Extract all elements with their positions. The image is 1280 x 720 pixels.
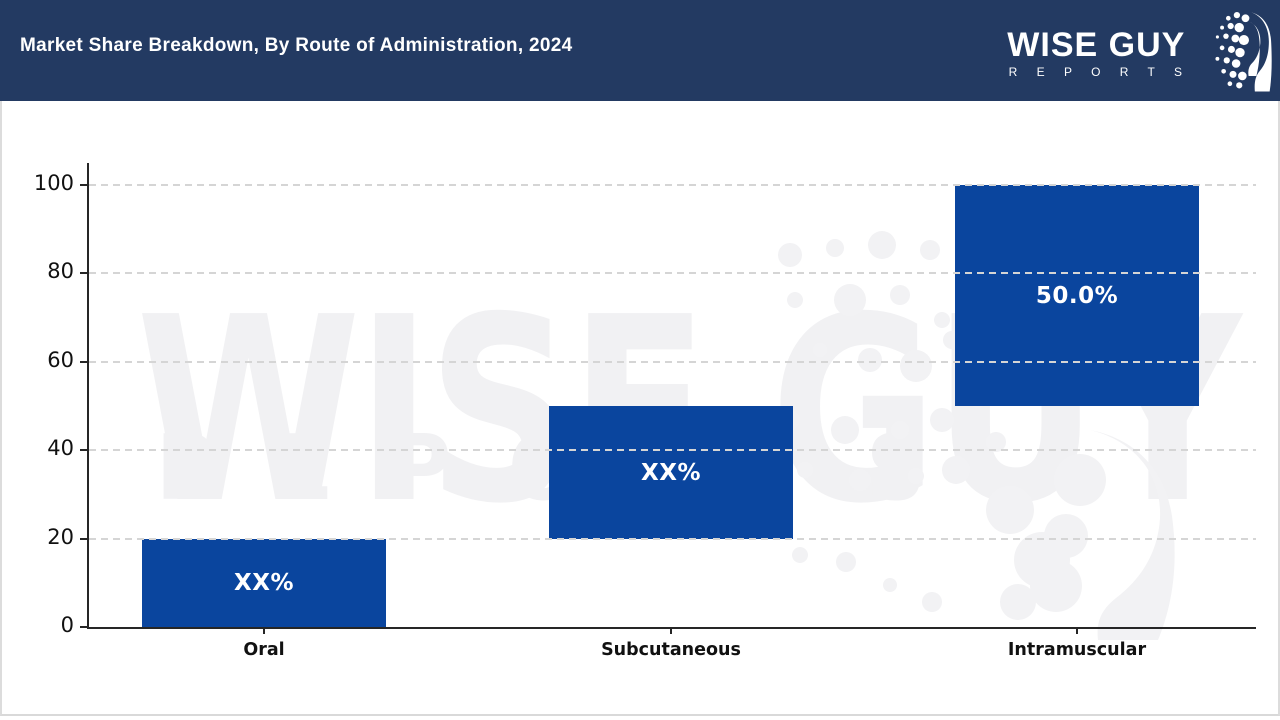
logo-wordmark: WISE GUY — [1007, 25, 1186, 64]
logo-subtitle: R E P O R T S — [1008, 65, 1190, 80]
y-axis-line — [87, 163, 89, 629]
y-tick-mark-60 — [80, 361, 87, 363]
wiseguy-face-icon — [1194, 10, 1272, 96]
bar-oral-value-label: XX% — [233, 570, 294, 596]
x-tick-mark-oral — [263, 629, 265, 634]
x-axis-line — [87, 627, 1256, 629]
gridline-100 — [89, 184, 1256, 186]
y-tick-label-0: 0 — [60, 613, 74, 637]
y-tick-label-60: 60 — [47, 348, 74, 372]
x-label-intramuscular: Intramuscular — [1007, 640, 1147, 660]
gridline-60 — [89, 361, 1256, 363]
y-tick-mark-40 — [80, 449, 87, 451]
x-tick-mark-intramuscular — [1076, 629, 1078, 634]
y-tick-mark-0 — [80, 626, 87, 628]
gridline-20 — [89, 538, 1256, 540]
header-bar: Market Share Breakdown, By Route of Admi… — [0, 0, 1280, 101]
wiseguy-logo: WISE GUY R E P O R T S — [1003, 10, 1272, 96]
x-tick-mark-subcutaneous — [670, 629, 672, 634]
y-tick-label-100: 100 — [33, 171, 74, 195]
y-tick-label-20: 20 — [47, 525, 74, 549]
x-label-subcutaneous: Subcutaneous — [601, 640, 741, 660]
y-tick-label-80: 80 — [47, 259, 74, 283]
bar-subcutaneous-value-label: XX% — [640, 459, 701, 486]
y-tick-mark-20 — [80, 538, 87, 540]
chart-title: Market Share Breakdown, By Route of Admi… — [20, 35, 573, 56]
bar-intramuscular: 50.0% — [955, 185, 1199, 406]
x-label-oral: Oral — [243, 640, 285, 660]
y-tick-label-40: 40 — [47, 436, 74, 460]
y-tick-mark-100 — [80, 184, 87, 186]
gridline-80 — [89, 272, 1256, 274]
bar-subcutaneous: XX% — [549, 406, 793, 539]
gridline-40 — [89, 449, 1256, 451]
y-tick-mark-80 — [80, 272, 87, 274]
bar-intramuscular-value-label: 50.0% — [1035, 282, 1119, 309]
bar-oral: XX% — [142, 539, 386, 627]
logo-text: WISE GUY R E P O R T S — [1003, 25, 1190, 80]
